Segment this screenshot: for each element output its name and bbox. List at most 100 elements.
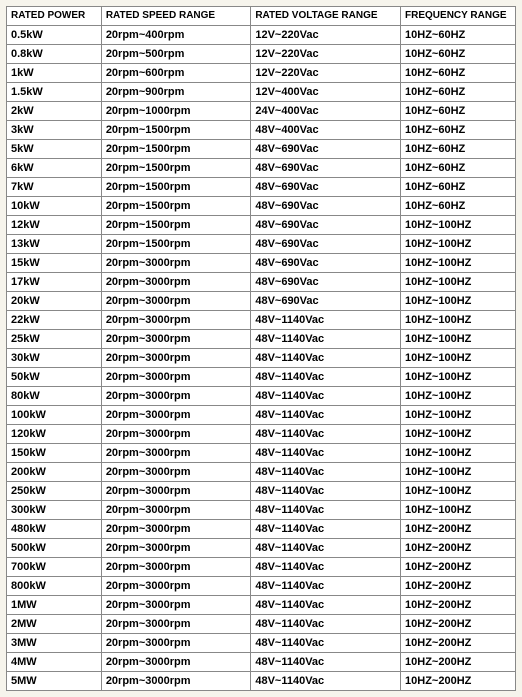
table-cell: 10HZ~60HZ xyxy=(401,64,516,83)
table-cell: 10HZ~200HZ xyxy=(401,520,516,539)
table-cell: 20rpm~3000rpm xyxy=(101,292,251,311)
table-row: 22kW20rpm~3000rpm48V~1140Vac10HZ~100HZ xyxy=(7,311,516,330)
table-cell: 20rpm~1000rpm xyxy=(101,102,251,121)
col-frequency: FREQUENCY RANGE xyxy=(401,7,516,26)
table-row: 250kW20rpm~3000rpm48V~1140Vac10HZ~100HZ xyxy=(7,482,516,501)
table-cell: 2kW xyxy=(7,102,102,121)
table-cell: 24V~400Vac xyxy=(251,102,401,121)
table-row: 5MW20rpm~3000rpm48V~1140Vac10HZ~200HZ xyxy=(7,672,516,691)
table-row: 3MW20rpm~3000rpm48V~1140Vac10HZ~200HZ xyxy=(7,634,516,653)
table-cell: 48V~1140Vac xyxy=(251,406,401,425)
table-cell: 48V~690Vac xyxy=(251,159,401,178)
table-cell: 48V~690Vac xyxy=(251,235,401,254)
table-cell: 1kW xyxy=(7,64,102,83)
table-cell: 10HZ~200HZ xyxy=(401,596,516,615)
table-cell: 25kW xyxy=(7,330,102,349)
table-cell: 20rpm~3000rpm xyxy=(101,634,251,653)
table-cell: 50kW xyxy=(7,368,102,387)
table-cell: 20rpm~3000rpm xyxy=(101,406,251,425)
table-cell: 48V~1140Vac xyxy=(251,558,401,577)
table-cell: 20rpm~3000rpm xyxy=(101,615,251,634)
table-row: 0.8kW20rpm~500rpm12V~220Vac10HZ~60HZ xyxy=(7,45,516,64)
table-cell: 48V~1140Vac xyxy=(251,482,401,501)
table-cell: 20rpm~1500rpm xyxy=(101,178,251,197)
table-row: 0.5kW20rpm~400rpm12V~220Vac10HZ~60HZ xyxy=(7,26,516,45)
table-cell: 20rpm~3000rpm xyxy=(101,596,251,615)
table-cell: 20rpm~3000rpm xyxy=(101,330,251,349)
table-cell: 20rpm~3000rpm xyxy=(101,311,251,330)
table-row: 13kW20rpm~1500rpm48V~690Vac10HZ~100HZ xyxy=(7,235,516,254)
table-cell: 10HZ~200HZ xyxy=(401,672,516,691)
table-cell: 5kW xyxy=(7,140,102,159)
table-cell: 20rpm~3000rpm xyxy=(101,349,251,368)
table-cell: 6kW xyxy=(7,159,102,178)
table-cell: 48V~400Vac xyxy=(251,121,401,140)
table-cell: 0.8kW xyxy=(7,45,102,64)
table-row: 1.5kW20rpm~900rpm12V~400Vac10HZ~60HZ xyxy=(7,83,516,102)
table-cell: 20rpm~3000rpm xyxy=(101,254,251,273)
table-row: 100kW20rpm~3000rpm48V~1140Vac10HZ~100HZ xyxy=(7,406,516,425)
specs-table: RATED POWER RATED SPEED RANGE RATED VOLT… xyxy=(6,6,516,691)
table-cell: 48V~1140Vac xyxy=(251,349,401,368)
table-cell: 48V~1140Vac xyxy=(251,425,401,444)
table-cell: 20rpm~600rpm xyxy=(101,64,251,83)
table-cell: 20rpm~3000rpm xyxy=(101,387,251,406)
table-cell: 2MW xyxy=(7,615,102,634)
table-cell: 10HZ~100HZ xyxy=(401,254,516,273)
table-cell: 48V~1140Vac xyxy=(251,539,401,558)
table-cell: 20kW xyxy=(7,292,102,311)
table-cell: 20rpm~500rpm xyxy=(101,45,251,64)
table-cell: 20rpm~3000rpm xyxy=(101,520,251,539)
table-row: 120kW20rpm~3000rpm48V~1140Vac10HZ~100HZ xyxy=(7,425,516,444)
table-cell: 48V~1140Vac xyxy=(251,387,401,406)
table-cell: 10HZ~100HZ xyxy=(401,387,516,406)
table-cell: 20rpm~3000rpm xyxy=(101,444,251,463)
table-cell: 10HZ~100HZ xyxy=(401,330,516,349)
table-body: 0.5kW20rpm~400rpm12V~220Vac10HZ~60HZ0.8k… xyxy=(7,26,516,691)
table-cell: 20rpm~3000rpm xyxy=(101,577,251,596)
table-cell: 20rpm~3000rpm xyxy=(101,463,251,482)
table-row: 10kW20rpm~1500rpm48V~690Vac10HZ~60HZ xyxy=(7,197,516,216)
table-cell: 22kW xyxy=(7,311,102,330)
table-cell: 10HZ~100HZ xyxy=(401,444,516,463)
table-cell: 20rpm~3000rpm xyxy=(101,558,251,577)
table-cell: 12kW xyxy=(7,216,102,235)
table-row: 500kW20rpm~3000rpm48V~1140Vac10HZ~200HZ xyxy=(7,539,516,558)
table-cell: 48V~1140Vac xyxy=(251,672,401,691)
table-cell: 3kW xyxy=(7,121,102,140)
table-row: 700kW20rpm~3000rpm48V~1140Vac10HZ~200HZ xyxy=(7,558,516,577)
table-row: 25kW20rpm~3000rpm48V~1140Vac10HZ~100HZ xyxy=(7,330,516,349)
table-cell: 0.5kW xyxy=(7,26,102,45)
table-cell: 20rpm~1500rpm xyxy=(101,235,251,254)
table-cell: 4MW xyxy=(7,653,102,672)
table-header: RATED POWER RATED SPEED RANGE RATED VOLT… xyxy=(7,7,516,26)
table-cell: 10HZ~60HZ xyxy=(401,159,516,178)
table-cell: 100kW xyxy=(7,406,102,425)
table-cell: 20rpm~3000rpm xyxy=(101,425,251,444)
table-cell: 10HZ~60HZ xyxy=(401,83,516,102)
table-cell: 10HZ~100HZ xyxy=(401,406,516,425)
table-cell: 10HZ~100HZ xyxy=(401,425,516,444)
table-row: 20kW20rpm~3000rpm48V~690Vac10HZ~100HZ xyxy=(7,292,516,311)
table-cell: 48V~1140Vac xyxy=(251,311,401,330)
table-row: 1kW20rpm~600rpm12V~220Vac10HZ~60HZ xyxy=(7,64,516,83)
table-row: 800kW20rpm~3000rpm48V~1140Vac10HZ~200HZ xyxy=(7,577,516,596)
table-cell: 20rpm~3000rpm xyxy=(101,653,251,672)
table-cell: 700kW xyxy=(7,558,102,577)
table-cell: 10HZ~200HZ xyxy=(401,558,516,577)
table-cell: 10HZ~100HZ xyxy=(401,501,516,520)
table-cell: 10HZ~200HZ xyxy=(401,634,516,653)
table-cell: 20rpm~3000rpm xyxy=(101,672,251,691)
table-cell: 20rpm~1500rpm xyxy=(101,159,251,178)
table-cell: 10HZ~200HZ xyxy=(401,653,516,672)
table-cell: 20rpm~1500rpm xyxy=(101,140,251,159)
table-cell: 10HZ~100HZ xyxy=(401,463,516,482)
table-cell: 1MW xyxy=(7,596,102,615)
table-cell: 10HZ~100HZ xyxy=(401,349,516,368)
table-row: 2MW20rpm~3000rpm48V~1140Vac10HZ~200HZ xyxy=(7,615,516,634)
table-cell: 10HZ~60HZ xyxy=(401,197,516,216)
table-cell: 17kW xyxy=(7,273,102,292)
table-row: 6kW20rpm~1500rpm48V~690Vac10HZ~60HZ xyxy=(7,159,516,178)
table-cell: 10HZ~100HZ xyxy=(401,482,516,501)
table-cell: 12V~400Vac xyxy=(251,83,401,102)
